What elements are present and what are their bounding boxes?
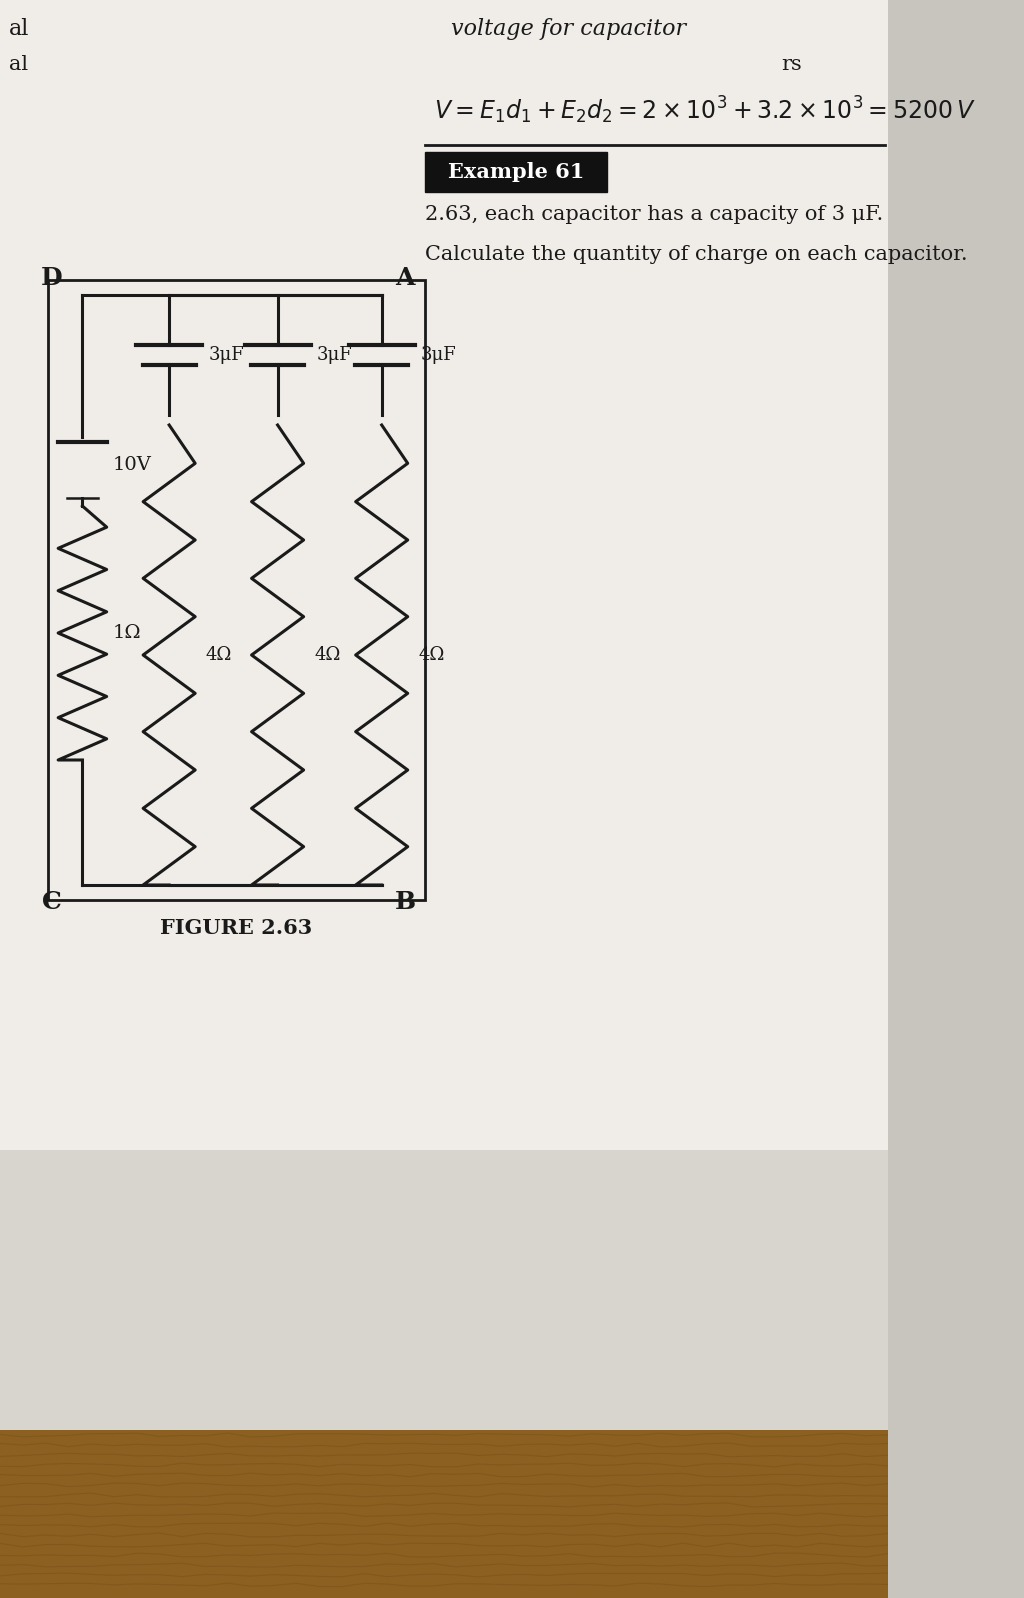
Text: 3μF: 3μF [316, 347, 352, 364]
Bar [0, 0, 888, 1151]
Text: D: D [41, 265, 62, 289]
Text: voltage for capacitor: voltage for capacitor [452, 18, 686, 40]
Text: 4Ω: 4Ω [314, 646, 340, 665]
Text: 4Ω: 4Ω [418, 646, 444, 665]
Text: A: A [394, 265, 414, 289]
Text: C: C [42, 890, 62, 914]
Text: 10V: 10V [113, 455, 152, 475]
Text: FIGURE 2.63: FIGURE 2.63 [160, 917, 312, 938]
Text: rs: rs [780, 54, 802, 74]
Bar [0, 1151, 888, 1430]
Text: 1Ω: 1Ω [113, 623, 141, 642]
Bar [48, 280, 425, 900]
Bar [0, 1430, 888, 1598]
Text: 4Ω: 4Ω [206, 646, 232, 665]
Text: 3μF: 3μF [208, 347, 244, 364]
Bar [425, 152, 607, 192]
Text: Calculate the quantity of charge on each capacitor.: Calculate the quantity of charge on each… [425, 244, 968, 264]
Text: Example 61: Example 61 [447, 161, 585, 182]
Text: al: al [8, 54, 28, 74]
Text: 3μF: 3μF [421, 347, 457, 364]
Text: $V = E_1d_1 + E_2d_2 = 2\times10^3 + 3.2\times10^3 = 5200\,V$: $V = E_1d_1 + E_2d_2 = 2\times10^3 + 3.2… [434, 94, 976, 126]
Text: B: B [394, 890, 416, 914]
Text: al: al [8, 18, 29, 40]
Text: 2.63, each capacitor has a capacity of 3 μF.: 2.63, each capacitor has a capacity of 3… [425, 205, 884, 224]
